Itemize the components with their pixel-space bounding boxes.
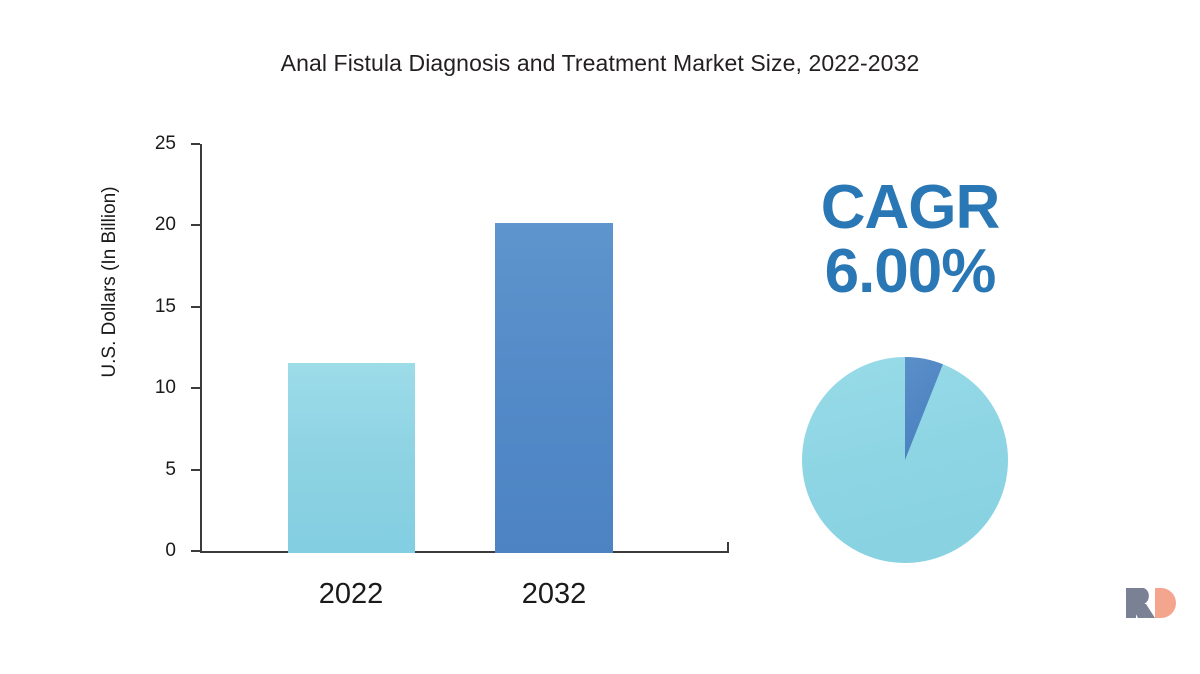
y-tick-label: 0 (165, 540, 176, 561)
cagr-label: CAGR (820, 173, 1001, 242)
cagr-value: 6.00% (824, 237, 997, 307)
bar-2032 (495, 222, 613, 553)
y-tick-label: 20 (154, 214, 176, 236)
y-tick-mark (191, 468, 200, 471)
y-tick-label: 25 (154, 133, 176, 154)
bar-chart: U.S. Dollars (In Billion) 0 5 10 15 20 25 202… (99, 133, 729, 610)
y-tick-mark (191, 550, 200, 552)
logo-letter-d (1155, 588, 1176, 618)
page-title: Anal Fistula Diagnosis and Treatment Mar… (280, 50, 920, 76)
cagr-block: CAGR 6.00% (790, 173, 1030, 307)
pie-chart (802, 357, 1008, 563)
y-tick-label: 15 (154, 295, 176, 317)
bar-series (288, 222, 613, 553)
y-tick-label: 10 (154, 377, 176, 399)
logo-letter-r (1126, 588, 1155, 618)
x-axis-end-tick (727, 542, 729, 552)
y-tick-label: 5 (165, 458, 176, 480)
bar-2022 (288, 362, 415, 553)
y-axis-line (200, 144, 202, 553)
x-axis-line (200, 551, 729, 553)
x-axis-label-2032: 2032 (521, 578, 587, 610)
y-tick-mark (191, 224, 200, 227)
y-tick-mark (191, 143, 200, 145)
y-tick-mark (191, 387, 200, 390)
reports-and-data-logo (1126, 588, 1176, 618)
x-axis-label-2022: 2022 (318, 578, 384, 610)
y-tick-mark (191, 305, 200, 308)
pie-slice-cagr (905, 357, 943, 460)
